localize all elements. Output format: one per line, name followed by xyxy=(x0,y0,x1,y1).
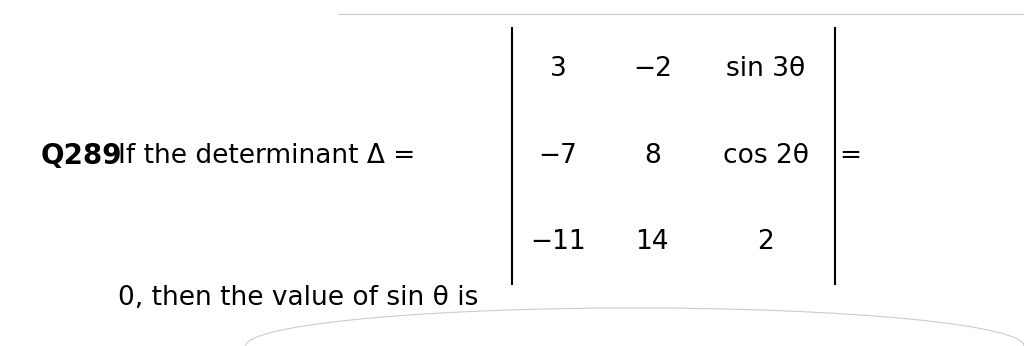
Text: cos 2θ: cos 2θ xyxy=(723,143,809,169)
Text: 3: 3 xyxy=(550,56,566,82)
Text: 14: 14 xyxy=(636,229,669,255)
Text: 0, then the value of sin θ is: 0, then the value of sin θ is xyxy=(118,284,478,311)
Text: If the determinant Δ =: If the determinant Δ = xyxy=(118,143,415,169)
Text: −7: −7 xyxy=(539,143,578,169)
Text: 8: 8 xyxy=(644,143,660,169)
Text: =: = xyxy=(839,143,861,169)
Text: −2: −2 xyxy=(633,56,672,82)
Text: −11: −11 xyxy=(530,229,586,255)
Text: 2: 2 xyxy=(758,229,774,255)
Text: sin 3θ: sin 3θ xyxy=(726,56,806,82)
Text: Q289: Q289 xyxy=(41,142,123,170)
